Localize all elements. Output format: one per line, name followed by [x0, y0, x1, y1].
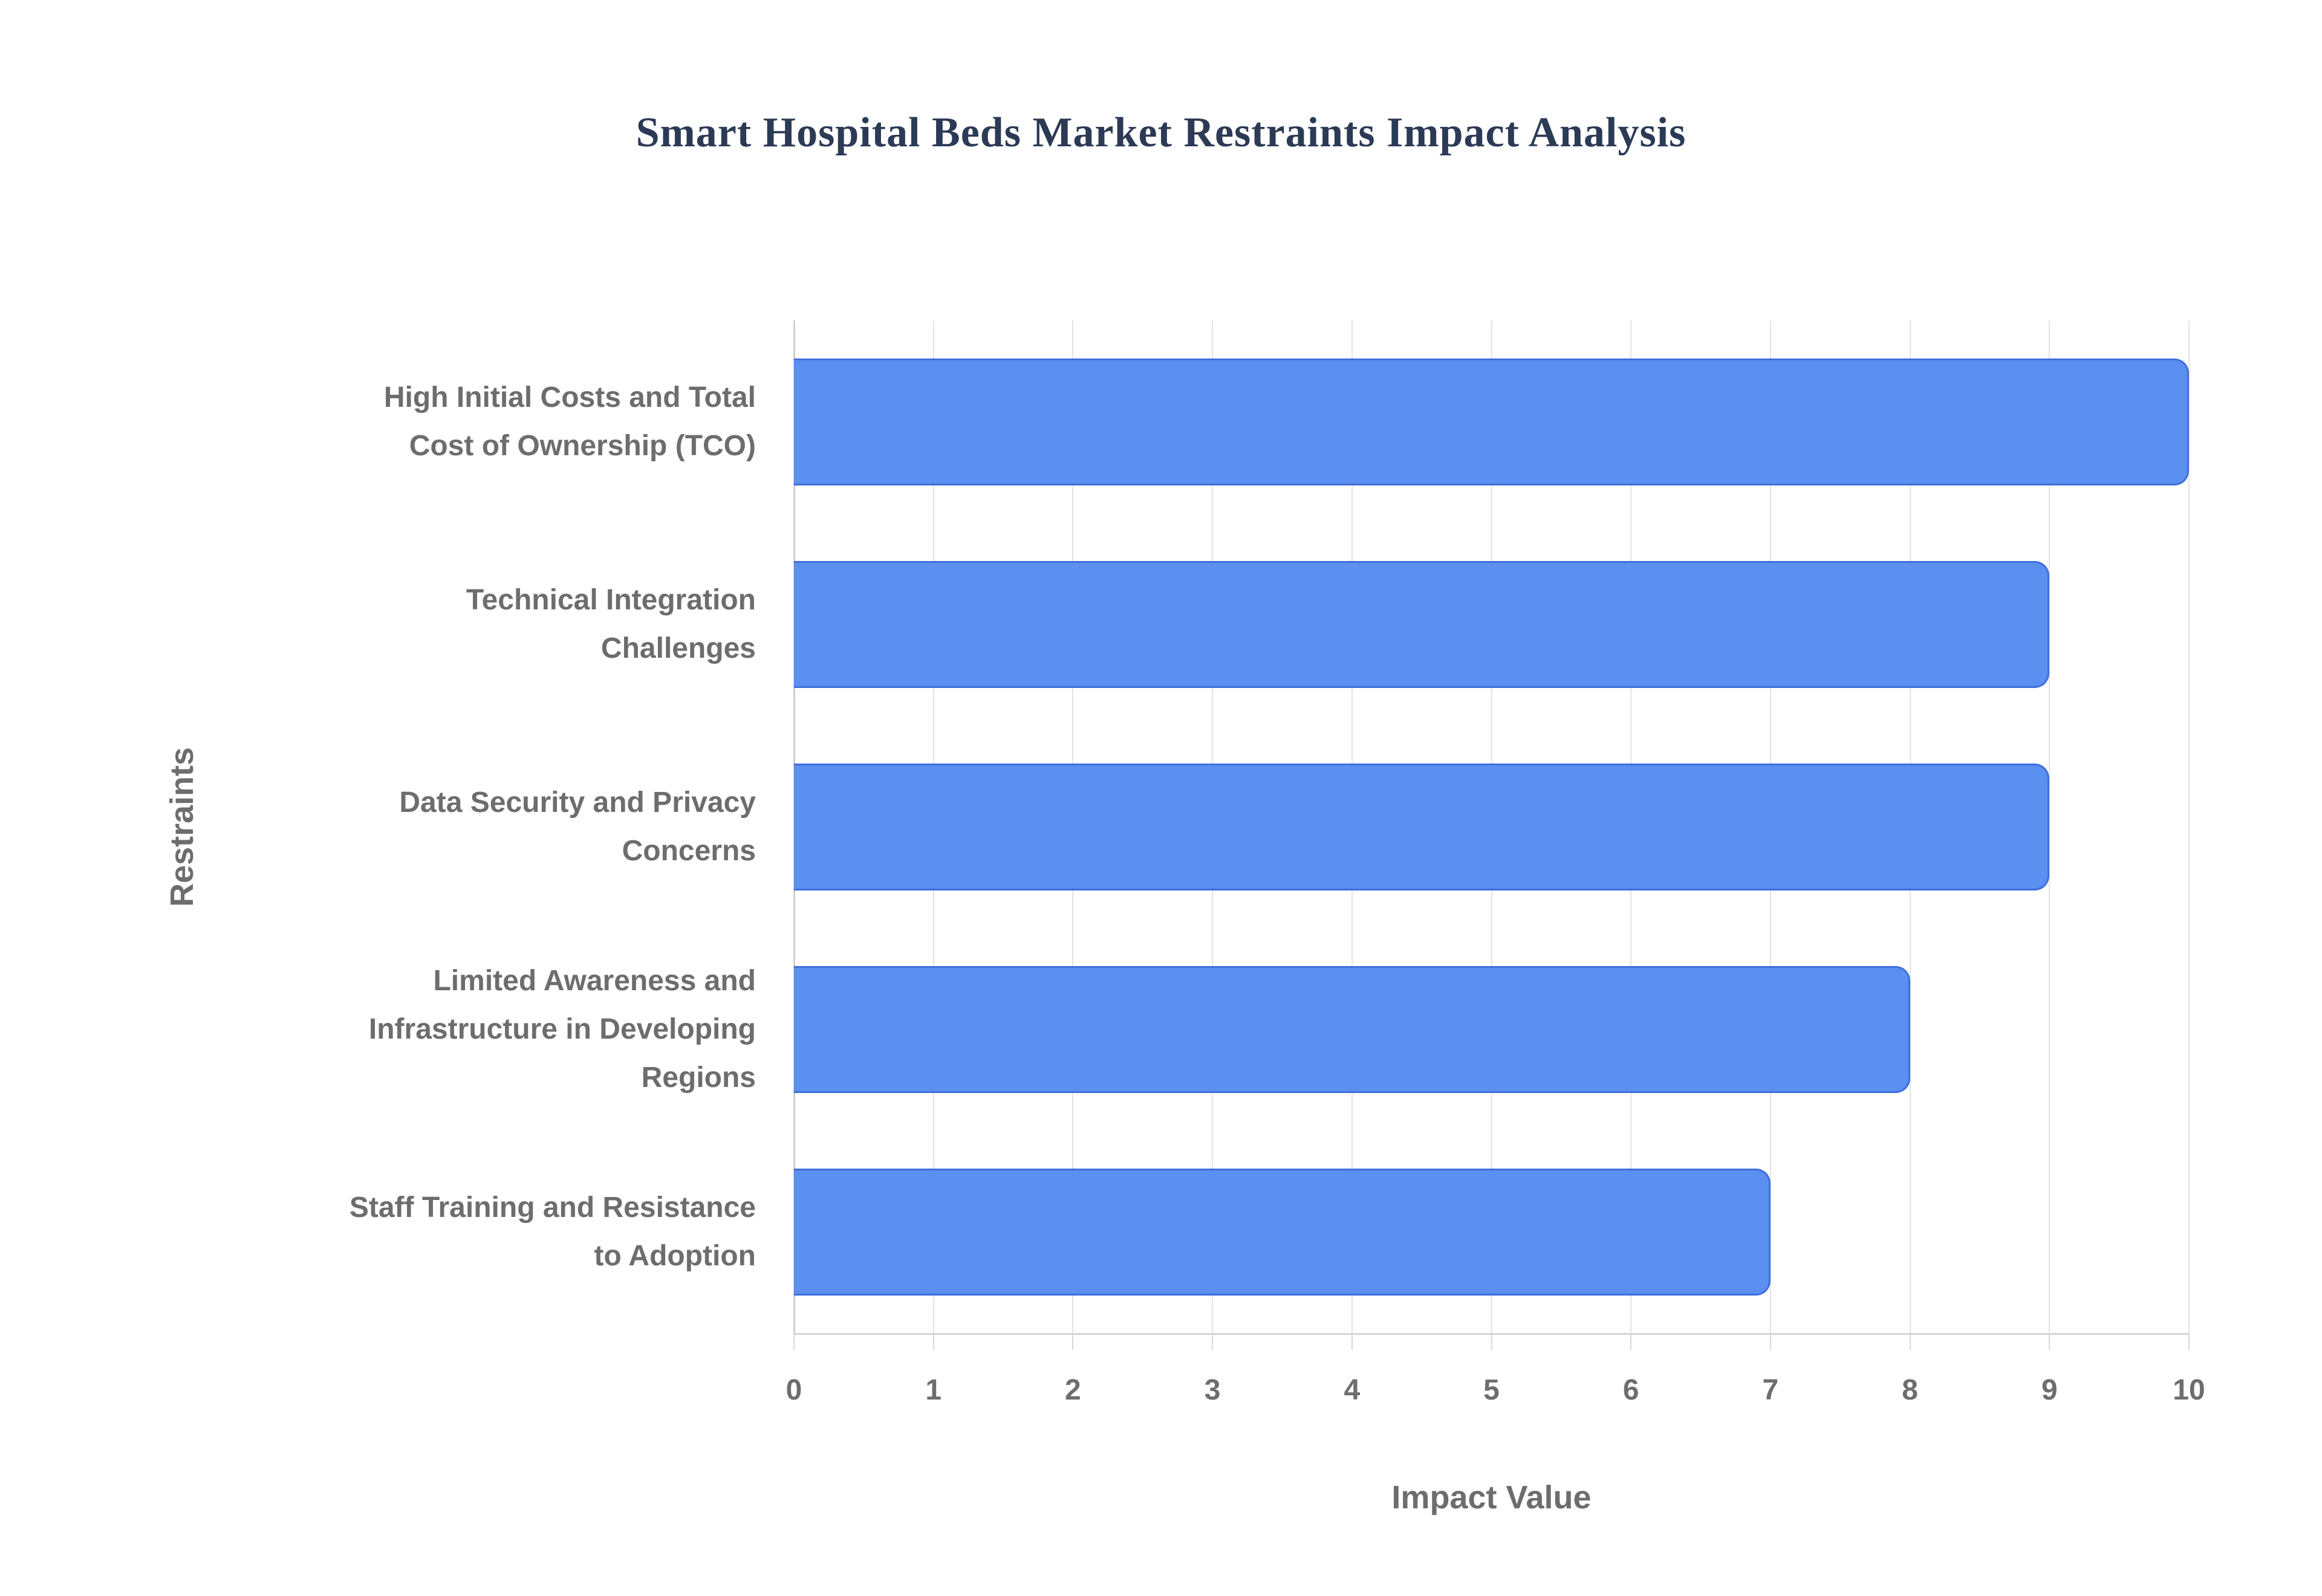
- plot-area: [793, 320, 2190, 1350]
- x-tick-label: 7: [1762, 1374, 1779, 1406]
- x-tick-label: 3: [1204, 1374, 1221, 1406]
- bar: [794, 763, 2050, 890]
- category-label: Staff Training and Resistance to Adoption: [349, 1191, 756, 1272]
- tick-mark: [1351, 1333, 1353, 1350]
- x-tick-label: 4: [1344, 1374, 1361, 1406]
- tick-mark: [932, 1333, 934, 1350]
- tick-mark: [1212, 1333, 1214, 1350]
- gridline: [2049, 320, 2050, 1333]
- category-label: Limited Awareness and Infrastructure in D…: [368, 964, 756, 1094]
- tick-mark: [1072, 1333, 1074, 1350]
- bar: [794, 560, 2050, 688]
- category-label: High Initial Costs and Total Cost of Owne…: [383, 381, 756, 462]
- gridline: [2188, 320, 2190, 1333]
- category-label: Data Security and Privacy Concerns: [399, 786, 756, 867]
- bar: [794, 358, 2189, 485]
- x-tick-label: 2: [1065, 1374, 1081, 1406]
- tick-mark: [1769, 1333, 1771, 1350]
- bar-row: [794, 1130, 2189, 1333]
- category-label: Technical Integration Challenges: [466, 583, 756, 664]
- x-tick-label: 0: [785, 1374, 802, 1406]
- x-tick-label: 6: [1622, 1374, 1639, 1406]
- tick-mark: [2049, 1333, 2050, 1350]
- tick-mark: [1630, 1333, 1632, 1350]
- bar-row: [794, 725, 2189, 928]
- tick-mark: [2188, 1333, 2190, 1350]
- bar-row: [794, 928, 2189, 1130]
- bar-row: [794, 523, 2189, 725]
- bar: [794, 1168, 1771, 1296]
- chart-title: Smart Hospital Beds Market Restraints Im…: [636, 109, 1686, 156]
- x-tick-label: 9: [2041, 1374, 2058, 1406]
- x-tick-label: 8: [1902, 1374, 1918, 1406]
- x-tick-label: 1: [925, 1374, 942, 1406]
- bar: [794, 965, 1910, 1093]
- tick-mark: [1491, 1333, 1492, 1350]
- x-axis-title: Impact Value: [1391, 1479, 1592, 1516]
- tick-mark: [793, 1333, 795, 1350]
- tick-mark: [1909, 1333, 1911, 1350]
- x-tick-label: 5: [1483, 1374, 1500, 1406]
- x-tick-label: 10: [2173, 1374, 2205, 1406]
- bar-row: [794, 320, 2189, 523]
